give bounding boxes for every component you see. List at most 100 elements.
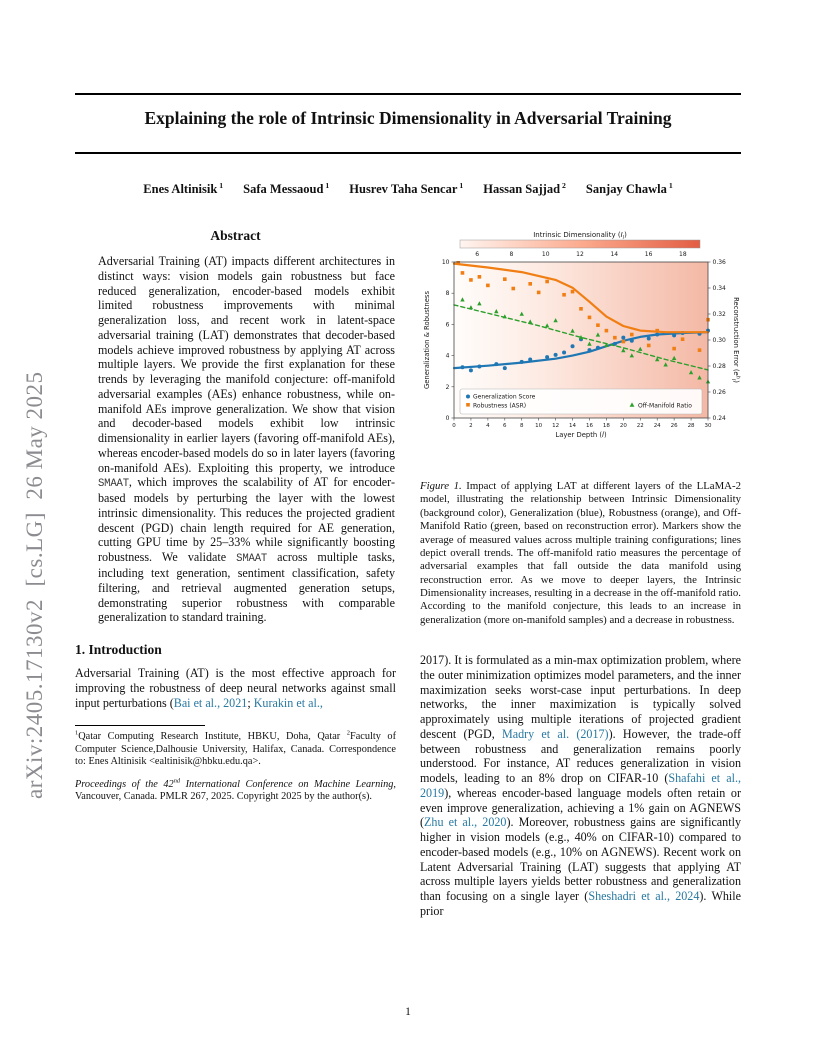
- chart-mark: [468, 368, 473, 373]
- chart-mark: [570, 289, 575, 294]
- chart-mark: [655, 328, 659, 333]
- chart-text: Robustness (ASR): [473, 403, 526, 410]
- chart-text: 18: [603, 423, 610, 429]
- chart-mark: [629, 353, 634, 358]
- chart-mark: [502, 314, 507, 319]
- text-run: Impact of applying LAT at different laye…: [420, 480, 741, 626]
- paper-title: Explaining the role of Intrinsic Dimensi…: [144, 108, 672, 128]
- citation-link[interactable]: Madry et al. (2017): [501, 726, 609, 741]
- chart-text: 16: [645, 251, 653, 258]
- chart-mark: [494, 309, 499, 314]
- text-run: Adversarial Training (AT) is the most ef…: [75, 666, 396, 710]
- chart-text: 0.30: [713, 337, 727, 344]
- chart-text: 2: [469, 423, 473, 429]
- chart-mark: [519, 311, 524, 316]
- chart-mark: [595, 345, 600, 350]
- chart-text: Generalization Score: [473, 394, 536, 401]
- chart-mark: [528, 282, 532, 286]
- text-run: ;: [247, 695, 254, 710]
- chart-mark: [570, 328, 575, 333]
- chart-mark: [468, 305, 474, 310]
- author-name: Hassan Sajjad 2: [483, 180, 566, 196]
- chart-text: 2: [446, 384, 450, 391]
- chart-mark: [697, 348, 702, 352]
- chart-text: 8: [520, 423, 524, 429]
- chart-text: 14: [569, 423, 576, 429]
- text-run: across multiple tasks, including text ge…: [98, 550, 396, 625]
- chart-mark: [502, 366, 507, 371]
- chart-mark: [672, 333, 677, 338]
- chart-mark: [545, 355, 550, 360]
- chart-text: 6: [446, 321, 450, 328]
- text-run: Proceedings of the 42: [75, 778, 174, 790]
- chart-text: 22: [637, 423, 644, 429]
- chart-mark: [469, 278, 473, 282]
- text-run: Adversarial Training (AT) impacts differ…: [98, 254, 395, 475]
- footnote-text: 1Qatar Computing Research Institute, HBK…: [75, 730, 396, 768]
- chart-text: 0: [446, 415, 450, 422]
- chart-mark: [663, 362, 668, 367]
- chart-mark: [613, 335, 617, 340]
- right-column: Intrinsic Dimensionality (Il) 6 8 10 12 14 16 1…: [420, 228, 741, 919]
- chart-mark: [477, 301, 482, 306]
- chart-mark: [621, 335, 626, 340]
- chart-mark: [562, 350, 567, 355]
- inline-code: SMAAT: [236, 553, 268, 566]
- chart-text: 0: [452, 423, 456, 429]
- chart-mark: [655, 332, 660, 337]
- chart-text: 20: [620, 423, 627, 429]
- chart-mark: [587, 348, 592, 353]
- chart-text: 0.34: [713, 285, 727, 292]
- citation-link[interactable]: Zhu et al., 2020: [424, 815, 507, 830]
- title-rule-bottom: [75, 152, 741, 154]
- chart-mark: [672, 346, 676, 351]
- chart-mark: [587, 341, 592, 346]
- chart-mark: [528, 319, 533, 324]
- citation-link[interactable]: Kurakin et al.,: [253, 695, 323, 710]
- chart-mark: [621, 348, 626, 353]
- chart-mark: [477, 275, 482, 279]
- chart-mark: [553, 318, 558, 323]
- chart-mark: [630, 332, 634, 337]
- citation-link[interactable]: Bai et al., 2021: [173, 695, 248, 710]
- chart-mark: [511, 286, 516, 291]
- trend-line: [452, 262, 710, 334]
- chart-text: 0.32: [713, 311, 727, 318]
- chart-mark: [536, 290, 541, 295]
- text-run: International Conference on Machine Lear…: [180, 778, 394, 790]
- chart-mark: [519, 359, 524, 364]
- chart-mark: [587, 315, 592, 320]
- left-column: Abstract Adversarial Training (AT) impac…: [75, 228, 396, 919]
- chart-text: 26: [671, 423, 678, 429]
- text-run: , Vancouver, Canada. PMLR 267, 2025. Cop…: [75, 778, 396, 803]
- chart-mark: [494, 362, 499, 367]
- chart-mark: [579, 307, 583, 311]
- inline-code: SMAAT: [98, 478, 129, 491]
- chart-text: Off-Manifold Ratio: [638, 403, 692, 410]
- chart-mark: [456, 260, 461, 265]
- chart-mark: [486, 283, 490, 288]
- authors-line: Enes Altinisik 1 Safa Messaoud 1 Husrev Taha…: [75, 180, 741, 197]
- citation-link[interactable]: Shafahi et al., 2019: [420, 771, 741, 800]
- abstract-text: Adversarial Training (AT) impacts differ…: [75, 254, 396, 625]
- figure-1-chart: Intrinsic Dimensionality (Il) 6 8 10 12 14 16 1…: [420, 228, 741, 446]
- chart-text: 14: [610, 251, 618, 258]
- chart-text: 12: [552, 423, 559, 429]
- chart-text: 0.24: [713, 415, 727, 422]
- figure-1-caption: Figure 1. Impact of applying LAT at diff…: [420, 480, 741, 627]
- chart-text: 6: [475, 251, 479, 258]
- chart-text: Generalization & Robustness: [423, 291, 431, 389]
- title-rule-top: [75, 93, 741, 95]
- chart-text: 10: [535, 423, 542, 429]
- citation-link[interactable]: Sheshadri et al., 2024: [588, 889, 700, 904]
- abstract-heading: Abstract: [210, 228, 261, 243]
- text-run: ), whereas encoder-based language models…: [420, 785, 741, 830]
- chart-text: 24: [654, 423, 661, 429]
- text-run: , which improves the scalability of AT f…: [98, 475, 395, 565]
- chart-text: 10: [542, 251, 550, 258]
- chart-mark: [578, 335, 584, 340]
- chart-text: 4: [486, 423, 490, 429]
- text-run: ). However, the trade-off between robust…: [420, 726, 741, 786]
- text-run: 2017). It is formulated as a min-max opt…: [420, 653, 741, 741]
- chart-mark: [460, 297, 465, 302]
